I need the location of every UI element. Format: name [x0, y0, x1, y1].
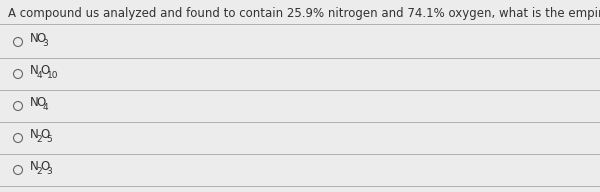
- Text: 4: 4: [36, 70, 42, 79]
- Text: N: N: [30, 128, 39, 141]
- Text: O: O: [36, 32, 46, 45]
- Text: N: N: [30, 32, 39, 45]
- Text: 3: 3: [43, 39, 48, 47]
- Text: 3: 3: [47, 166, 52, 175]
- Text: A compound us analyzed and found to contain 25.9% nitrogen and 74.1% oxygen, wha: A compound us analyzed and found to cont…: [8, 7, 600, 20]
- Text: O: O: [40, 128, 50, 141]
- Text: O: O: [40, 64, 50, 77]
- Text: 10: 10: [47, 70, 58, 79]
- Text: 4: 4: [43, 103, 48, 112]
- Text: 2: 2: [36, 135, 42, 143]
- Text: N: N: [30, 160, 39, 173]
- Text: N: N: [30, 96, 39, 109]
- Text: 2: 2: [36, 166, 42, 175]
- Text: N: N: [30, 64, 39, 77]
- Text: O: O: [36, 96, 46, 109]
- Text: 5: 5: [47, 135, 52, 143]
- Text: O: O: [40, 160, 50, 173]
